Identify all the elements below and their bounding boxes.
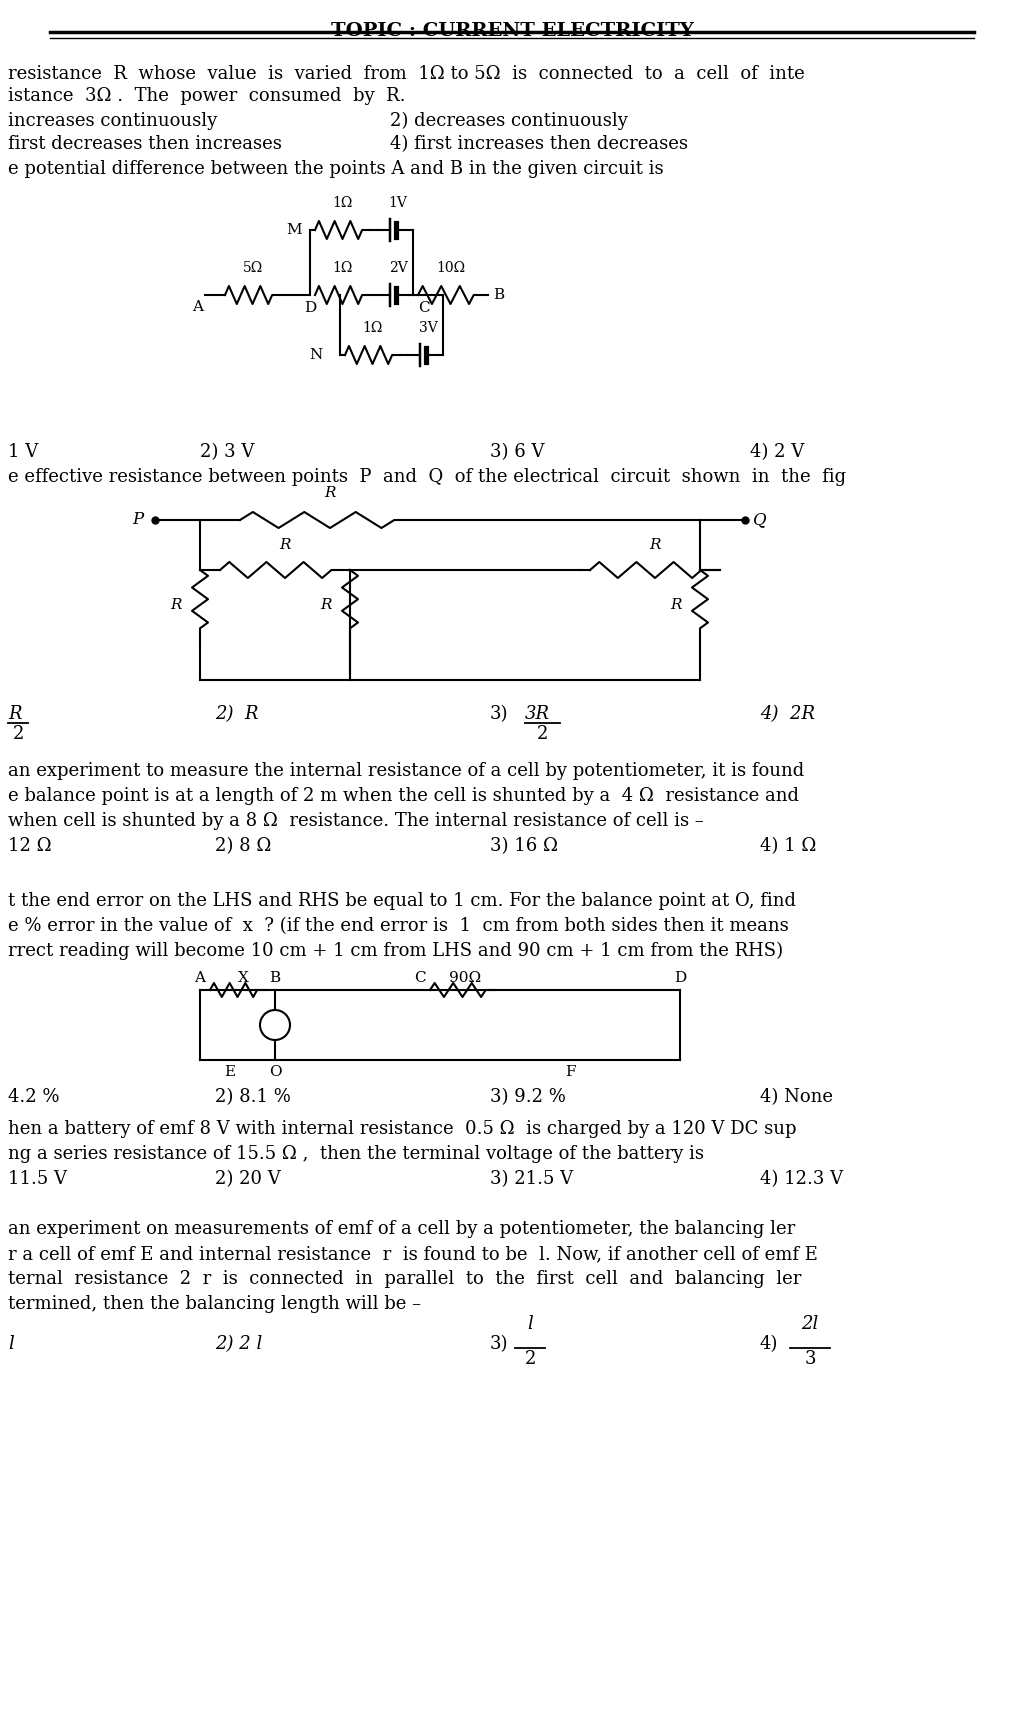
Text: e balance point is at a length of 2 m when the cell is shunted by a  4 Ω  resist: e balance point is at a length of 2 m wh…	[8, 787, 799, 804]
Text: r a cell of emf E and internal resistance  r  is found to be  l. Now, if another: r a cell of emf E and internal resistanc…	[8, 1246, 818, 1263]
Text: 1Ω: 1Ω	[333, 262, 352, 275]
Text: 3) 16 Ω: 3) 16 Ω	[490, 837, 558, 856]
Text: TOPIC : CURRENT ELECTRICITY: TOPIC : CURRENT ELECTRICITY	[331, 22, 693, 39]
Text: e potential difference between the points A and B in the given circuit is: e potential difference between the point…	[8, 161, 664, 178]
Text: 1 V: 1 V	[8, 443, 38, 460]
Text: 2) 8 Ω: 2) 8 Ω	[215, 837, 271, 856]
Text: 2: 2	[524, 1350, 536, 1369]
Text: E: E	[224, 1064, 236, 1080]
Text: 4): 4)	[760, 1335, 778, 1353]
Text: R: R	[8, 705, 22, 724]
Text: 4.2 %: 4.2 %	[8, 1088, 59, 1105]
Text: 3V: 3V	[419, 322, 437, 335]
Text: 1V: 1V	[388, 197, 408, 210]
Text: 2l: 2l	[802, 1316, 818, 1333]
Text: hen a battery of emf 8 V with internal resistance  0.5 Ω  is charged by a 120 V : hen a battery of emf 8 V with internal r…	[8, 1121, 797, 1138]
Text: t the end error on the LHS and RHS be equal to 1 cm. For the balance point at O,: t the end error on the LHS and RHS be eq…	[8, 891, 796, 910]
Text: D: D	[304, 301, 316, 315]
Text: when cell is shunted by a 8 Ω  resistance. The internal resistance of cell is –: when cell is shunted by a 8 Ω resistance…	[8, 813, 703, 830]
Text: 90Ω: 90Ω	[449, 972, 481, 986]
Text: 11.5 V: 11.5 V	[8, 1170, 67, 1187]
Text: increases continuously: increases continuously	[8, 111, 217, 130]
Text: 2) decreases continuously: 2) decreases continuously	[390, 111, 628, 130]
Text: 5Ω: 5Ω	[243, 262, 262, 275]
Text: ng a series resistance of 15.5 Ω ,  then the terminal voltage of the battery is: ng a series resistance of 15.5 Ω , then …	[8, 1145, 705, 1163]
Text: 3) 6 V: 3) 6 V	[490, 443, 545, 460]
Text: l: l	[527, 1316, 532, 1333]
Text: B: B	[269, 972, 281, 986]
Text: 1Ω: 1Ω	[333, 197, 352, 210]
Text: e % error in the value of  x  ? (if the end error is  1  cm from both sides then: e % error in the value of x ? (if the en…	[8, 917, 788, 934]
Text: N: N	[309, 347, 322, 363]
Text: C: C	[418, 301, 430, 315]
Text: ternal  resistance  2  r  is  connected  in  parallel  to  the  first  cell  and: ternal resistance 2 r is connected in pa…	[8, 1270, 802, 1288]
Text: 3): 3)	[490, 705, 509, 724]
Text: 3): 3)	[490, 1335, 509, 1353]
Text: an experiment to measure the internal resistance of a cell by potentiometer, it : an experiment to measure the internal re…	[8, 761, 804, 780]
Text: 1Ω: 1Ω	[362, 322, 383, 335]
Text: 4) first increases then decreases: 4) first increases then decreases	[390, 135, 688, 152]
Text: 2) 8.1 %: 2) 8.1 %	[215, 1088, 291, 1105]
Text: P: P	[132, 512, 143, 529]
Text: 10Ω: 10Ω	[436, 262, 465, 275]
Text: 3R: 3R	[525, 705, 550, 724]
Text: C: C	[414, 972, 426, 986]
Text: l: l	[8, 1335, 13, 1353]
Text: resistance  R  whose  value  is  varied  from  1Ω to 5Ω  is  connected  to  a  c: resistance R whose value is varied from …	[8, 65, 805, 84]
Text: R: R	[649, 537, 660, 553]
Text: 2: 2	[537, 725, 548, 743]
Text: 4)  2R: 4) 2R	[760, 705, 815, 724]
Text: R: R	[171, 599, 182, 613]
Text: 2) 3 V: 2) 3 V	[200, 443, 254, 460]
Text: 2) 2 l: 2) 2 l	[215, 1335, 262, 1353]
Text: 2V: 2V	[389, 262, 408, 275]
Text: F: F	[565, 1064, 575, 1080]
Text: R: R	[671, 599, 682, 613]
Text: 3: 3	[804, 1350, 816, 1369]
Text: D: D	[674, 972, 686, 986]
Text: e effective resistance between points  P  and  Q  of the electrical  circuit  sh: e effective resistance between points P …	[8, 469, 846, 486]
Text: 4) 2 V: 4) 2 V	[750, 443, 804, 460]
Text: 2: 2	[12, 725, 24, 743]
Text: R: R	[321, 599, 332, 613]
Text: B: B	[493, 287, 504, 303]
Text: 4) 1 Ω: 4) 1 Ω	[760, 837, 816, 856]
Text: 12 Ω: 12 Ω	[8, 837, 51, 856]
Text: 2)  R: 2) R	[215, 705, 258, 724]
Text: X: X	[238, 972, 249, 986]
Text: 4) 12.3 V: 4) 12.3 V	[760, 1170, 843, 1187]
Text: R: R	[280, 537, 291, 553]
Text: A: A	[193, 299, 204, 315]
Text: A: A	[195, 972, 206, 986]
Text: istance  3Ω .  The  power  consumed  by  R.: istance 3Ω . The power consumed by R.	[8, 87, 406, 104]
Text: R: R	[325, 486, 336, 500]
Text: termined, then the balancing length will be –: termined, then the balancing length will…	[8, 1295, 421, 1312]
Text: O: O	[268, 1064, 282, 1080]
Text: Q: Q	[753, 512, 767, 529]
Text: 3) 21.5 V: 3) 21.5 V	[490, 1170, 573, 1187]
Text: M: M	[287, 222, 302, 238]
Text: 3) 9.2 %: 3) 9.2 %	[490, 1088, 566, 1105]
Text: an experiment on measurements of emf of a cell by a potentiometer, the balancing: an experiment on measurements of emf of …	[8, 1220, 796, 1239]
Text: first decreases then increases: first decreases then increases	[8, 135, 282, 152]
Text: rrect reading will become 10 cm + 1 cm from LHS and 90 cm + 1 cm from the RHS): rrect reading will become 10 cm + 1 cm f…	[8, 943, 783, 960]
Text: 2) 20 V: 2) 20 V	[215, 1170, 281, 1187]
Text: 4) None: 4) None	[760, 1088, 833, 1105]
